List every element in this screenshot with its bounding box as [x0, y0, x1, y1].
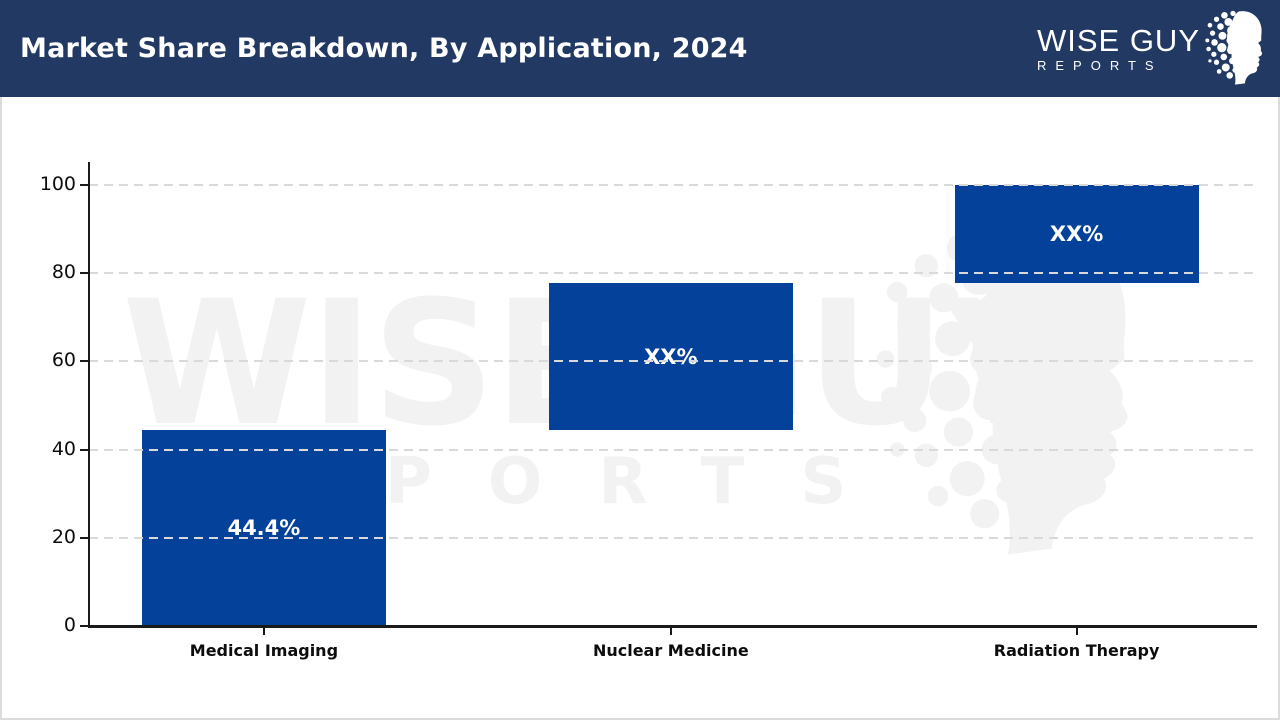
y-tick-mark-80: [80, 272, 88, 275]
x-tick-mark-2: [1075, 627, 1078, 635]
y-tick-mark-100: [80, 184, 88, 187]
brand-subname: REPORTS: [1036, 58, 1163, 73]
x-tick-mark-0: [262, 627, 265, 635]
y-tick-label-80: 80: [51, 261, 76, 284]
y-tick-mark-40: [80, 448, 88, 451]
bar-value-label-0: 44.4%: [227, 516, 301, 541]
bar-0: 44.4%: [141, 430, 386, 626]
y-tick-label-60: 60: [51, 349, 76, 372]
gridline-y-80: [89, 272, 1255, 275]
gridline-y-20: [89, 536, 1255, 539]
y-tick-label-20: 20: [51, 525, 76, 548]
x-axis-line: [88, 625, 1257, 628]
brand-name: WISE GUY: [1036, 23, 1200, 58]
y-tick-label-100: 100: [39, 173, 76, 196]
bar-value-label-1: XX%: [644, 344, 698, 369]
x-category-label-2: Radiation Therapy: [993, 641, 1160, 660]
y-tick-mark-60: [80, 360, 88, 363]
y-tick-label-40: 40: [51, 437, 76, 460]
x-tick-mark-1: [669, 627, 672, 635]
bar-2: XX%: [954, 185, 1199, 284]
brand-face-icon: [1202, 9, 1268, 89]
x-category-label-1: Nuclear Medicine: [592, 641, 749, 660]
plot-area: 0 20 40 60 80 100 44.4% Medical Imaging XX% Nucle…: [40, 163, 1255, 660]
bar-1: XX%: [548, 283, 793, 431]
gridline-y-40: [89, 448, 1255, 451]
y-tick-label-0: 0: [63, 614, 76, 636]
y-axis-line: [88, 162, 90, 627]
gridline-y-60: [89, 360, 1255, 363]
page-title: Market Share Breakdown, By Application, …: [20, 33, 748, 64]
header-bar: Market Share Breakdown, By Application, …: [0, 0, 1280, 97]
gridline-y-100: [89, 184, 1255, 187]
x-category-label-0: Medical Imaging: [189, 641, 339, 660]
y-tick-mark-20: [80, 536, 88, 539]
brand-logo: WISE GUY REPORTS: [1037, 9, 1280, 89]
brand-logo-text: WISE GUY REPORTS: [1037, 25, 1200, 72]
bar-value-label-2: XX%: [1049, 222, 1104, 247]
y-tick-mark-0: [80, 625, 88, 627]
